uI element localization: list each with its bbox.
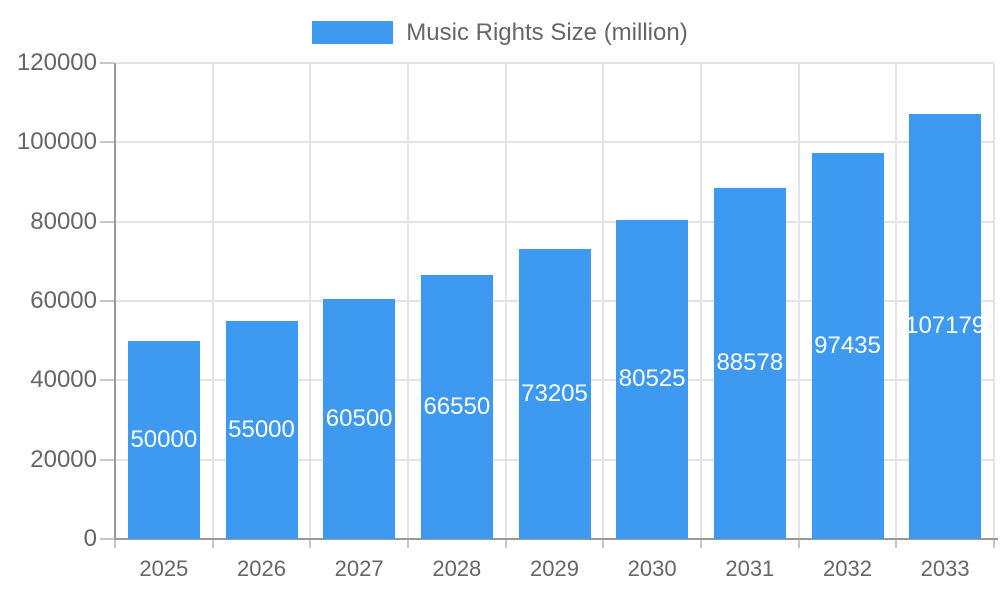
x-gridline: [895, 63, 898, 539]
y-gridline: [115, 141, 994, 144]
bar: 66550: [420, 275, 493, 539]
x-axis-tick: [114, 540, 116, 548]
bar: 80525: [616, 219, 689, 539]
y-axis-tick-label: 60000: [30, 287, 97, 314]
bar-value-label: 66550: [423, 393, 491, 420]
y-axis-tick: [100, 300, 114, 302]
bar-value-label: 97435: [814, 331, 881, 359]
y-axis-tick: [100, 538, 114, 540]
y-axis-tick-label: 80000: [30, 207, 97, 235]
x-gridline: [504, 63, 507, 539]
legend-swatch: [312, 21, 394, 44]
y-gridline: [115, 220, 994, 223]
bar: 88578: [713, 187, 786, 539]
y-axis-tick: [100, 458, 114, 461]
legend-item[interactable]: Music Rights Size (million): [0, 20, 1000, 45]
bar-value-label: 60500: [325, 405, 393, 432]
bar-value-label: 55000: [228, 415, 295, 443]
bar: 60500: [323, 299, 396, 539]
legend-label: Music Rights Size (million): [406, 19, 688, 46]
x-axis-tick-label: 2028: [432, 556, 482, 581]
x-axis-tick: [407, 540, 409, 548]
x-gridline: [309, 63, 312, 539]
x-axis-tick: [602, 540, 605, 548]
y-axis-tick-label: 20000: [30, 445, 97, 473]
x-axis-tick-label: 2033: [920, 556, 970, 581]
y-axis-tick-label: 0: [83, 525, 97, 552]
x-gridline: [993, 63, 995, 539]
bar: 107179: [905, 113, 985, 539]
x-axis-line: [114, 538, 998, 540]
x-axis-tick: [211, 540, 214, 548]
y-gridline: [115, 62, 994, 64]
bar: 55000: [225, 320, 298, 539]
y-axis-tick: [100, 220, 114, 223]
bar: 97435: [811, 152, 884, 539]
y-axis-tick-label: 120000: [16, 49, 97, 76]
x-axis-tick: [895, 540, 898, 548]
x-axis-tick-label: 2031: [725, 556, 775, 581]
y-axis-tick: [100, 379, 114, 382]
x-gridline: [797, 63, 800, 539]
x-axis-tick: [797, 540, 800, 548]
bar: 73205: [518, 248, 591, 539]
bar-value-label: 73205: [521, 379, 588, 407]
x-gridline: [211, 63, 214, 539]
x-axis-tick-label: 2027: [334, 556, 384, 581]
plot-area: 0 20000 40000 60000 80000 100000 120000 50000 20…: [17, 51, 998, 581]
x-gridline: [407, 63, 409, 539]
x-axis-tick: [504, 540, 507, 548]
y-axis-tick: [100, 62, 114, 64]
x-axis-tick-label: 2025: [139, 556, 189, 581]
x-axis-tick: [993, 540, 995, 548]
x-gridline: [602, 63, 605, 539]
x-axis-tick-label: 2032: [823, 556, 872, 581]
y-axis-tick-label: 40000: [30, 366, 97, 394]
x-axis-tick: [309, 540, 312, 548]
y-axis-tick: [100, 141, 114, 144]
bar-value-label: 107179: [905, 312, 986, 340]
bar: 50000: [127, 340, 200, 539]
x-axis-tick-label: 2029: [530, 556, 579, 581]
bar-value-label: 80525: [618, 365, 686, 393]
x-axis-tick-label: 2026: [237, 556, 286, 581]
bar-value-label: 88578: [716, 349, 784, 377]
x-axis-tick-label: 2030: [627, 556, 677, 581]
y-axis-tick-label: 100000: [16, 128, 97, 156]
y-axis-line: [114, 63, 116, 548]
x-gridline: [700, 63, 702, 539]
x-axis-tick: [700, 540, 702, 548]
bar-value-label: 50000: [130, 425, 198, 453]
